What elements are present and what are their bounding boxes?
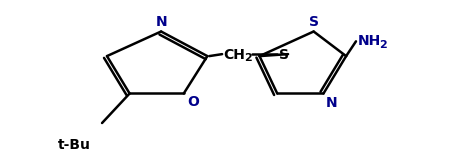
Text: S: S xyxy=(279,48,289,62)
Text: NH: NH xyxy=(358,34,381,48)
Text: O: O xyxy=(188,95,200,109)
Text: N: N xyxy=(325,96,337,111)
Text: 2: 2 xyxy=(380,40,387,50)
Text: 2: 2 xyxy=(244,53,252,63)
Text: CH: CH xyxy=(223,48,245,62)
Text: t-Bu: t-Bu xyxy=(58,138,90,152)
Text: N: N xyxy=(155,15,167,29)
Text: S: S xyxy=(308,15,319,29)
